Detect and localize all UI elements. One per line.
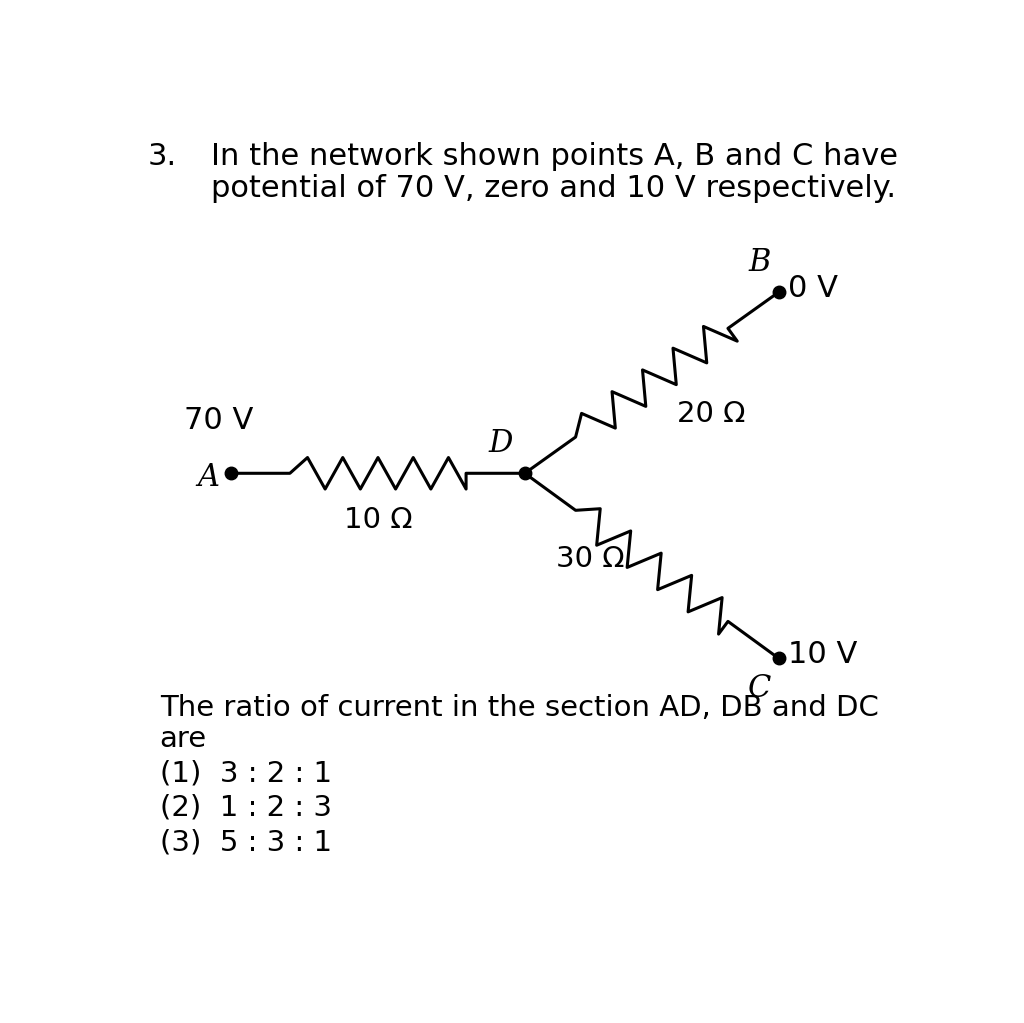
Text: (3)  5 : 3 : 1: (3) 5 : 3 : 1 [160, 829, 332, 856]
Text: B: B [749, 247, 771, 278]
Text: 10 Ω: 10 Ω [344, 506, 413, 534]
Text: 0 V: 0 V [788, 274, 839, 303]
Text: 70 V: 70 V [183, 406, 253, 436]
Text: C: C [748, 672, 771, 704]
Text: 3.: 3. [147, 142, 177, 172]
Text: 30 Ω: 30 Ω [556, 545, 625, 574]
Text: 20 Ω: 20 Ω [677, 400, 745, 428]
Text: (2)  1 : 2 : 3: (2) 1 : 2 : 3 [160, 794, 332, 821]
Text: are: are [160, 725, 207, 753]
Text: In the network shown points A, B and C have: In the network shown points A, B and C h… [211, 142, 898, 172]
Text: potential of 70 V, zero and 10 V respectively.: potential of 70 V, zero and 10 V respect… [211, 174, 896, 203]
Text: (1)  3 : 2 : 1: (1) 3 : 2 : 1 [160, 759, 332, 788]
Text: 10 V: 10 V [788, 640, 858, 669]
Text: The ratio of current in the section AD, DB and DC: The ratio of current in the section AD, … [160, 694, 879, 722]
Text: D: D [488, 428, 513, 459]
Text: A: A [198, 461, 219, 493]
